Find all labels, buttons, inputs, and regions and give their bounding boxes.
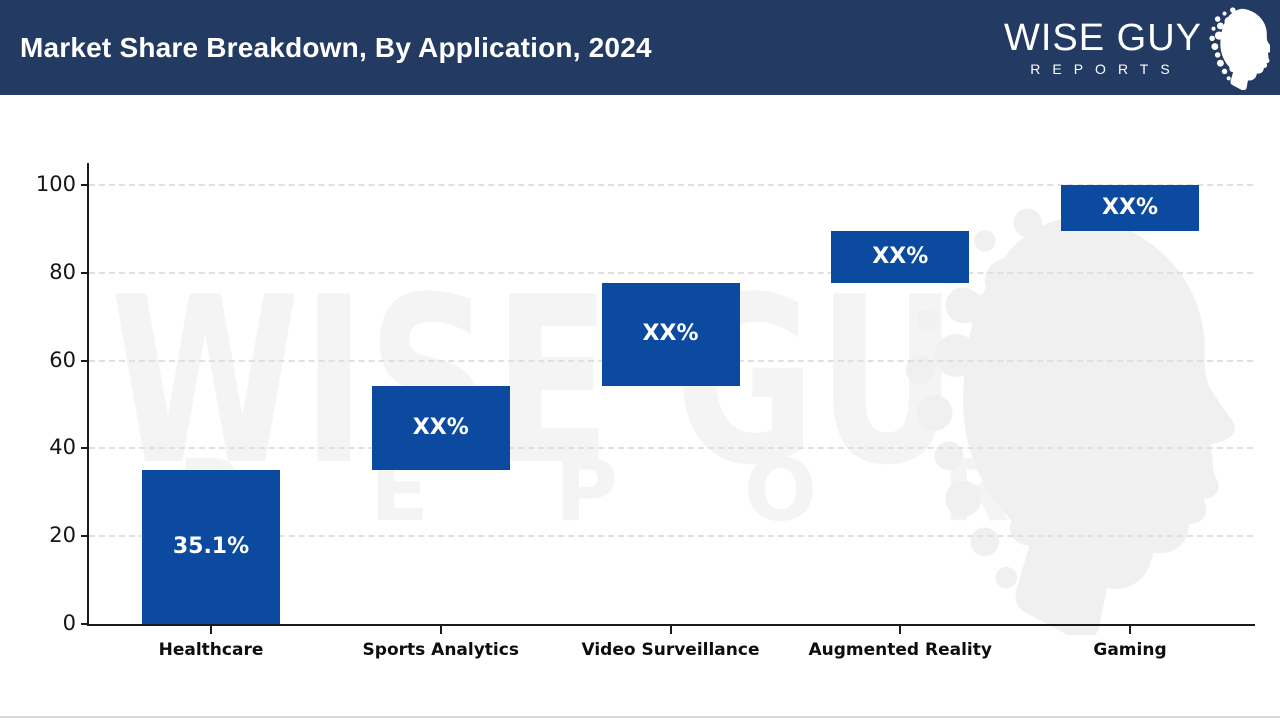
bar-gaming bbox=[1061, 185, 1199, 232]
y-tick-mark-0 bbox=[81, 623, 88, 625]
y-tick-label-0: 0 bbox=[62, 611, 76, 635]
dotted-face-profile-icon bbox=[1209, 6, 1270, 90]
y-tick-mark-20 bbox=[81, 535, 88, 538]
wiseguy-logo: WISE GUY REPORTS bbox=[1004, 4, 1270, 91]
gridline-20 bbox=[89, 535, 1253, 538]
y-tick-label-20: 20 bbox=[49, 523, 76, 548]
x-tick-mark-gaming bbox=[1129, 626, 1131, 634]
bar-healthcare bbox=[142, 469, 280, 624]
bar-value-label-augmented-reality: XX% bbox=[872, 243, 929, 269]
watermark-dotted-face-profile-icon bbox=[905, 208, 1235, 635]
bar-value-label-gaming: XX% bbox=[1102, 195, 1158, 221]
bar-sports-analytics bbox=[371, 386, 510, 470]
x-tick-label-healthcare: Healthcare bbox=[158, 640, 264, 660]
x-tick-mark-healthcare bbox=[210, 626, 212, 634]
bottom-border bbox=[0, 716, 1280, 718]
logo-text: WISE GUY REPORTS bbox=[1004, 19, 1202, 77]
logo-subtext: REPORTS bbox=[1030, 60, 1182, 77]
y-tick-mark-80 bbox=[81, 271, 88, 274]
y-tick-label-80: 80 bbox=[49, 259, 76, 284]
x-tick-mark-augmented-reality bbox=[899, 626, 902, 634]
x-tick-label-sports-analytics: Sports Analytics bbox=[362, 640, 519, 660]
x-tick-label-gaming: Gaming bbox=[1093, 640, 1167, 660]
y-tick-mark-100 bbox=[81, 184, 88, 186]
gridline-40 bbox=[89, 447, 1253, 450]
gridline-100 bbox=[89, 184, 1253, 186]
bar-value-label-healthcare: 35.1% bbox=[172, 533, 250, 559]
y-axis-line bbox=[87, 163, 89, 625]
bar-augmented-reality bbox=[831, 231, 970, 283]
x-tick-mark-video-surveillance bbox=[669, 626, 672, 634]
bar-value-label-sports-analytics: XX% bbox=[412, 414, 469, 440]
logo-wordmark: WISE GUY bbox=[1003, 16, 1202, 59]
x-axis-line bbox=[87, 624, 1255, 626]
x-tick-label-video-surveillance: Video Surveillance bbox=[581, 640, 760, 660]
y-tick-mark-40 bbox=[81, 447, 88, 450]
y-tick-label-60: 60 bbox=[49, 347, 76, 372]
gridline-80 bbox=[89, 271, 1253, 274]
bar-video-surveillance bbox=[601, 282, 740, 387]
y-tick-mark-60 bbox=[81, 359, 88, 362]
y-tick-label-100: 100 bbox=[35, 172, 76, 196]
x-tick-mark-sports-analytics bbox=[439, 626, 442, 634]
x-tick-label-augmented-reality: Augmented Reality bbox=[808, 640, 992, 660]
header: Market Share Breakdown, By Application, … bbox=[0, 0, 1280, 95]
chart-title: Market Share Breakdown, By Application, … bbox=[20, 31, 652, 63]
bar-value-label-video-surveillance: XX% bbox=[642, 321, 699, 347]
y-tick-label-40: 40 bbox=[49, 435, 76, 460]
